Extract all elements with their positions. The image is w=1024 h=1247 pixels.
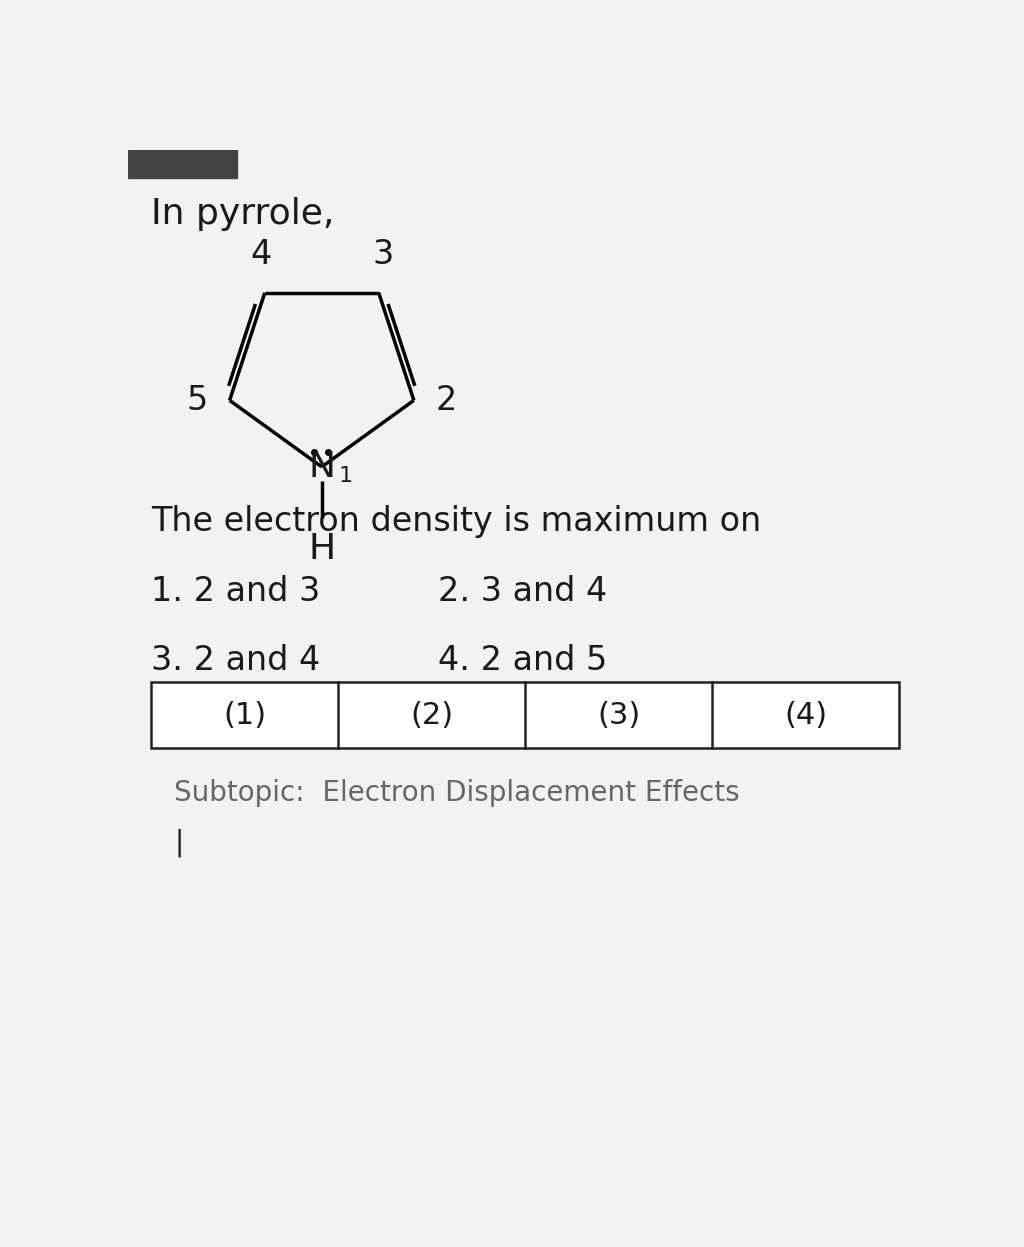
Text: H: H bbox=[308, 532, 335, 566]
Text: (3): (3) bbox=[597, 701, 640, 729]
Text: 3: 3 bbox=[372, 238, 393, 271]
Text: 3. 2 and 4: 3. 2 and 4 bbox=[152, 643, 321, 677]
Text: Subtopic:  Electron Displacement Effects: Subtopic: Electron Displacement Effects bbox=[174, 778, 740, 807]
Text: (2): (2) bbox=[411, 701, 454, 729]
Text: 5: 5 bbox=[186, 384, 208, 416]
Text: 1: 1 bbox=[339, 466, 353, 486]
Text: 4. 2 and 5: 4. 2 and 5 bbox=[438, 643, 607, 677]
Text: 2. 3 and 4: 2. 3 and 4 bbox=[438, 575, 607, 607]
Text: 4: 4 bbox=[250, 238, 271, 271]
Text: |: | bbox=[174, 829, 183, 857]
Text: 2: 2 bbox=[435, 384, 457, 416]
Text: 1. 2 and 3: 1. 2 and 3 bbox=[152, 575, 321, 607]
Text: N: N bbox=[308, 450, 335, 484]
Text: The electron density is maximum on: The electron density is maximum on bbox=[152, 505, 762, 539]
Bar bbox=[152, 682, 899, 748]
Text: (4): (4) bbox=[784, 701, 827, 729]
Bar bbox=[152, 682, 899, 748]
Text: (1): (1) bbox=[223, 701, 266, 729]
Text: In pyrrole,: In pyrrole, bbox=[152, 197, 335, 232]
Bar bbox=[128, 150, 237, 178]
